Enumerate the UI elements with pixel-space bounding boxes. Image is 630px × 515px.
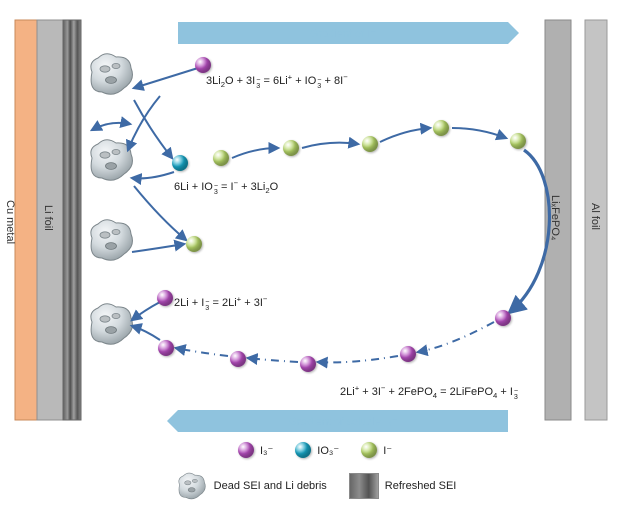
i3-particle <box>195 57 211 73</box>
i3-particle <box>400 346 416 362</box>
i-particle <box>433 120 449 136</box>
i-particle <box>213 150 229 166</box>
al-foil-label: Al foil <box>589 203 601 230</box>
refreshed-sei-icon <box>349 473 379 499</box>
gradient-top-label: Gradient of I⁻ <box>310 27 376 40</box>
legend-species: I₃⁻ IO₃⁻ I⁻ <box>0 442 630 458</box>
cu-label: Cu metal <box>4 200 16 244</box>
legend-sei: Dead SEI and Li debris Refreshed SEI <box>0 472 630 500</box>
equation-1: 3Li2O + 3I−3 = 6Li+ + IO−3 + 8I− <box>206 75 348 89</box>
i-particle <box>186 236 202 252</box>
legend-i3: I₃⁻ <box>238 442 273 458</box>
gradient-bottom-arrow: Gradient of soluble I₃⁻ <box>178 410 508 432</box>
i3-particle <box>230 351 246 367</box>
i3-particle <box>158 340 174 356</box>
i3-particle <box>300 356 316 372</box>
i-particle <box>362 136 378 152</box>
gradient-top-arrow: Gradient of I⁻ <box>178 22 508 44</box>
i3-particle <box>157 290 173 306</box>
li-foil-label: Li foil <box>42 205 54 231</box>
legend-dead-sei: Dead SEI and Li debris <box>174 472 327 500</box>
debris-icon <box>174 472 208 500</box>
equation-3: 2Li + I−3 = 2Li+ + 3I− <box>174 297 267 311</box>
i-particle <box>283 140 299 156</box>
flow-arrows <box>92 68 549 362</box>
equation-2: 6Li + IO−3 = I− + 3Li2O <box>174 181 278 195</box>
i-particle <box>510 133 526 149</box>
lfp-label: LiₓFePO₄ <box>549 195 561 240</box>
equation-4: 2Li+ + 3I− + 2FePO4 = 2LiFePO4 + I−3 <box>340 386 518 400</box>
debris-group <box>91 54 133 345</box>
gradient-bottom-label: Gradient of soluble I₃⁻ <box>289 415 398 428</box>
legend-io3: IO₃⁻ <box>295 442 339 458</box>
i3-particle <box>495 310 511 326</box>
legend-refreshed-sei: Refreshed SEI <box>349 473 457 499</box>
legend-i: I⁻ <box>361 442 392 458</box>
io3-particle <box>172 155 188 171</box>
